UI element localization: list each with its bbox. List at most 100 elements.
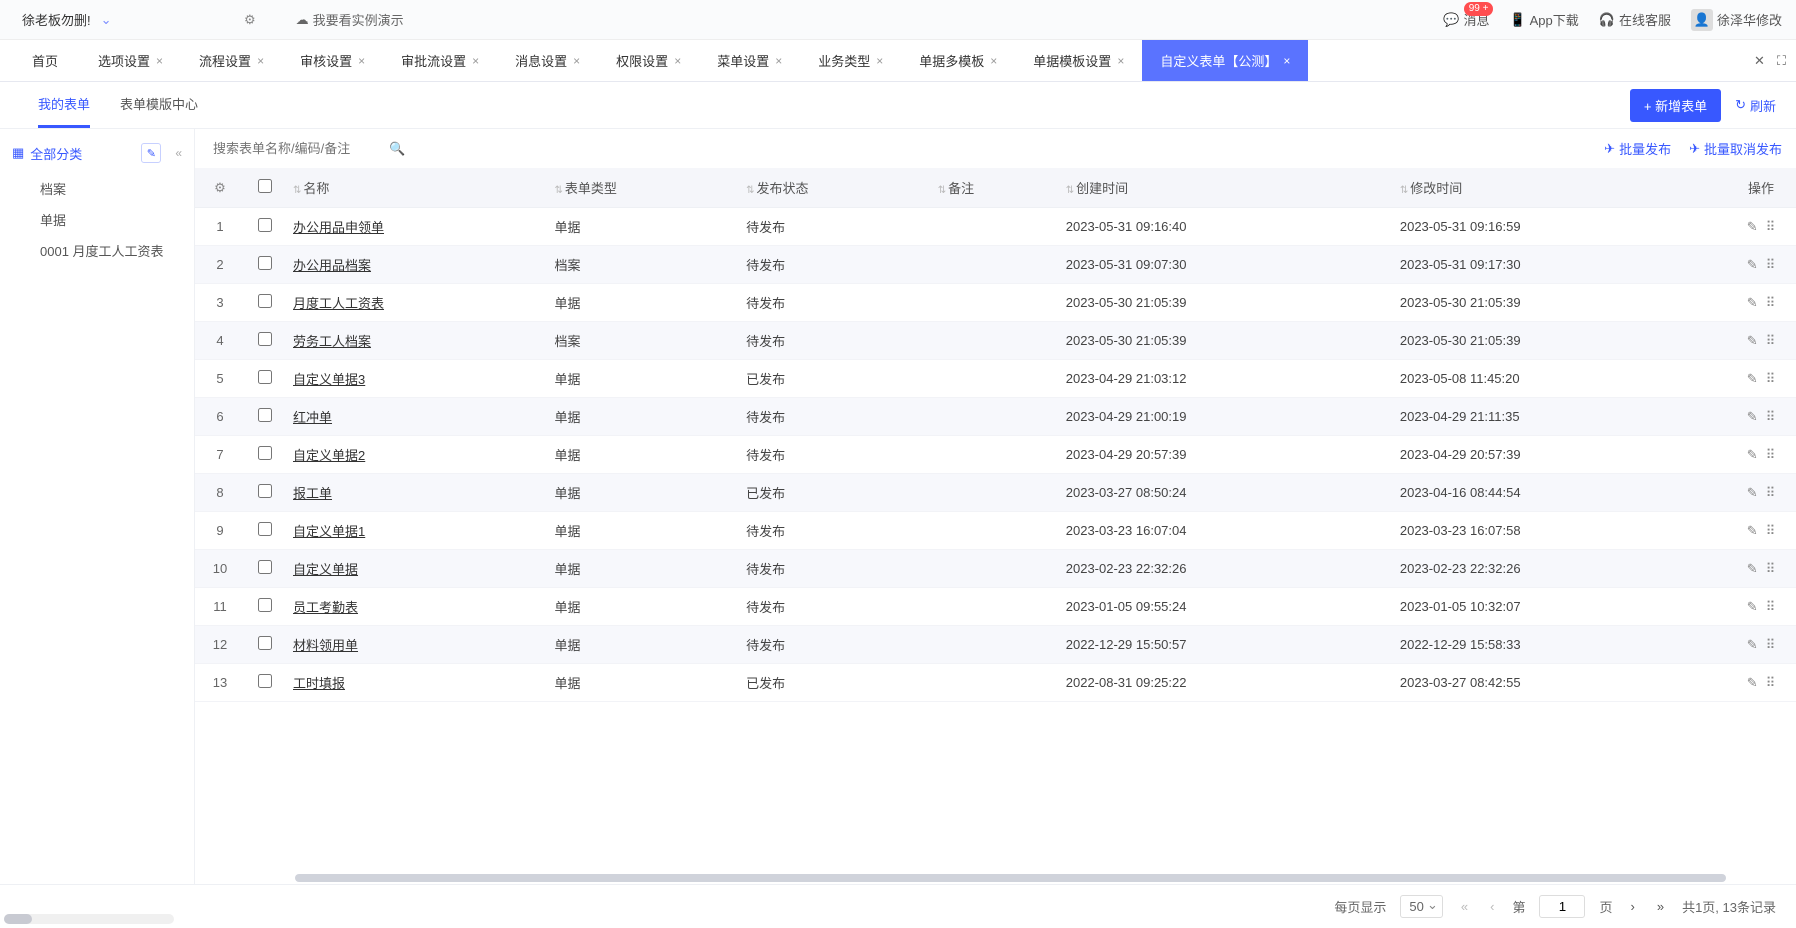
more-icon[interactable]: ⠿ [1766,485,1776,500]
row-checkbox[interactable] [258,446,272,460]
close-icon[interactable]: × [472,54,479,68]
app-download-link[interactable]: 📱 App下载 [1509,10,1578,29]
more-icon[interactable]: ⠿ [1766,637,1776,652]
more-icon[interactable]: ⠿ [1766,333,1776,348]
more-icon[interactable]: ⠿ [1766,371,1776,386]
edit-icon[interactable]: ✎ [1747,371,1758,386]
close-icon[interactable]: × [573,54,580,68]
tab-item[interactable]: 业务类型× [800,40,901,81]
edit-icon[interactable]: ✎ [1747,675,1758,690]
form-name-link[interactable]: 月度工人工资表 [293,296,384,311]
gear-icon[interactable]: ⚙ [244,12,256,28]
form-name-link[interactable]: 自定义单据2 [293,448,365,463]
support-link[interactable]: 🎧 在线客服 [1599,10,1671,29]
more-icon[interactable]: ⠿ [1766,599,1776,614]
tab-item[interactable]: 消息设置× [497,40,598,81]
row-checkbox[interactable] [258,636,272,650]
row-checkbox[interactable] [258,560,272,574]
demo-link[interactable]: ☁ 我要看实例演示 [296,10,404,29]
scrollbar-thumb[interactable] [295,874,1726,882]
sidebar-item[interactable]: 档案 [0,173,194,204]
more-icon[interactable]: ⠿ [1766,219,1776,234]
tab-item[interactable]: 审核设置× [282,40,383,81]
more-icon[interactable]: ⠿ [1766,257,1776,272]
close-icon[interactable]: × [775,54,782,68]
column-created[interactable]: ⇅创建时间 [1058,168,1392,208]
edit-icon[interactable]: ✎ [1747,295,1758,310]
per-page-select[interactable]: 50 [1400,895,1442,918]
scrollbar-thumb[interactable] [4,914,32,924]
form-name-link[interactable]: 红冲单 [293,410,332,425]
sidebar-scrollbar[interactable] [4,914,174,924]
tab-item[interactable]: 单据多模板× [901,40,1015,81]
edit-icon[interactable]: ✎ [1747,561,1758,576]
edit-icon[interactable]: ✎ [1747,637,1758,652]
tab-item[interactable]: 自定义表单【公测】× [1142,40,1308,81]
first-page-button[interactable]: « [1457,899,1472,914]
row-checkbox[interactable] [258,598,272,612]
tab-home[interactable]: 首页 [10,40,80,81]
row-checkbox[interactable] [258,522,272,536]
org-selector[interactable]: 徐老板勿删! ⌄ [14,10,234,29]
subtab-my-forms[interactable]: 我的表单 [38,82,90,128]
edit-icon[interactable]: ✎ [1747,447,1758,462]
more-icon[interactable]: ⠿ [1766,409,1776,424]
edit-icon[interactable]: ✎ [1747,333,1758,348]
close-icon[interactable]: × [358,54,365,68]
form-name-link[interactable]: 办公用品档案 [293,258,371,273]
column-settings[interactable]: ⚙ [195,168,245,208]
tab-item[interactable]: 权限设置× [598,40,699,81]
tab-item[interactable]: 审批流设置× [383,40,497,81]
form-name-link[interactable]: 材料领用单 [293,638,358,653]
sidebar-item[interactable]: 单据 [0,204,194,235]
row-checkbox[interactable] [258,294,272,308]
close-icon[interactable]: × [257,54,264,68]
form-name-link[interactable]: 自定义单据3 [293,372,365,387]
close-icon[interactable]: × [1117,54,1124,68]
tab-item[interactable]: 选项设置× [80,40,181,81]
column-status[interactable]: ⇅发布状态 [738,168,930,208]
search-input[interactable] [209,137,389,160]
form-name-link[interactable]: 工时填报 [293,676,345,691]
form-name-link[interactable]: 自定义单据 [293,562,358,577]
horizontal-scrollbar[interactable] [195,872,1796,884]
edit-icon[interactable]: ✎ [141,143,161,163]
tab-item[interactable]: 菜单设置× [699,40,800,81]
last-page-button[interactable]: » [1653,899,1668,914]
close-icon[interactable]: × [876,54,883,68]
fullscreen-icon[interactable]: ⛶ [1777,53,1786,69]
form-name-link[interactable]: 员工考勤表 [293,600,358,615]
row-checkbox[interactable] [258,674,272,688]
user-menu[interactable]: 👤 徐泽华修改 [1691,9,1782,31]
collapse-icon[interactable]: « [175,146,182,160]
column-type[interactable]: ⇅表单类型 [547,168,739,208]
new-form-button[interactable]: + 新增表单 [1630,89,1721,122]
close-icon[interactable]: × [990,54,997,68]
row-checkbox[interactable] [258,218,272,232]
sidebar-item[interactable]: 0001 月度工人工资表 [0,235,194,266]
edit-icon[interactable]: ✎ [1747,257,1758,272]
messages-link[interactable]: 💬 消息 99 + [1443,10,1489,29]
more-icon[interactable]: ⠿ [1766,561,1776,576]
close-all-icon[interactable]: ✕ [1754,53,1765,69]
form-name-link[interactable]: 报工单 [293,486,332,501]
row-checkbox[interactable] [258,256,272,270]
select-all-checkbox[interactable] [258,179,272,193]
row-checkbox[interactable] [258,370,272,384]
edit-icon[interactable]: ✎ [1747,523,1758,538]
row-checkbox[interactable] [258,484,272,498]
prev-page-button[interactable]: ‹ [1486,899,1498,914]
row-checkbox[interactable] [258,332,272,346]
next-page-button[interactable]: › [1627,899,1639,914]
close-icon[interactable]: × [156,54,163,68]
more-icon[interactable]: ⠿ [1766,295,1776,310]
column-name[interactable]: ⇅名称 [285,168,547,208]
sidebar-all-categories[interactable]: ▦ 全部分类 ✎ « [0,139,194,173]
batch-publish-button[interactable]: ✈批量发布 [1604,139,1671,158]
column-remark[interactable]: ⇅备注 [930,168,1058,208]
more-icon[interactable]: ⠿ [1766,675,1776,690]
search-icon[interactable]: 🔍 [389,141,405,157]
form-name-link[interactable]: 自定义单据1 [293,524,365,539]
row-checkbox[interactable] [258,408,272,422]
form-name-link[interactable]: 劳务工人档案 [293,334,371,349]
